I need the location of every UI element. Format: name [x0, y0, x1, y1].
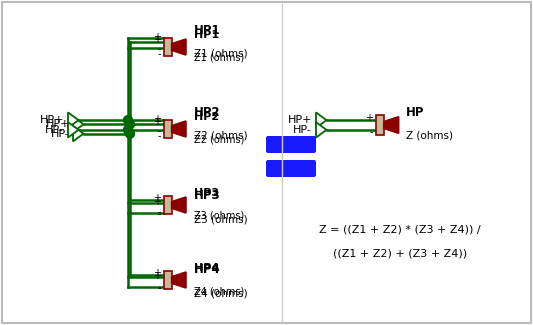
Text: Z3 (ohms): Z3 (ohms): [193, 214, 247, 224]
Text: HP2: HP2: [194, 112, 219, 122]
Bar: [164, 196, 172, 215]
Text: +: +: [153, 32, 161, 42]
Text: Z1 (ohms): Z1 (ohms): [193, 49, 247, 59]
Text: HP: HP: [406, 106, 424, 119]
Polygon shape: [172, 39, 186, 55]
Polygon shape: [73, 126, 84, 141]
Circle shape: [125, 120, 134, 129]
Text: Z = ((Z1 + Z2) * (Z3 + Z4)) /: Z = ((Z1 + Z2) * (Z3 + Z4)) /: [319, 225, 481, 235]
Text: HP-: HP-: [45, 125, 64, 135]
Text: HP3: HP3: [194, 188, 219, 198]
Text: HP3: HP3: [193, 189, 220, 202]
Polygon shape: [172, 197, 186, 213]
Text: HP+: HP+: [45, 119, 70, 129]
Text: HP+: HP+: [39, 115, 64, 125]
Text: +: +: [154, 193, 161, 203]
Bar: [376, 115, 384, 135]
Text: Z2 (ohms): Z2 (ohms): [193, 131, 247, 141]
Polygon shape: [68, 122, 78, 137]
Polygon shape: [384, 117, 399, 133]
Text: +: +: [154, 117, 161, 127]
Text: Z3 (ohms): Z3 (ohms): [194, 211, 244, 221]
Text: Z (ohms): Z (ohms): [406, 131, 453, 141]
Text: HP4: HP4: [194, 263, 219, 273]
Polygon shape: [68, 112, 78, 128]
Text: +: +: [365, 113, 373, 123]
Text: Z1 (ohms): Z1 (ohms): [194, 53, 244, 63]
Text: -: -: [158, 49, 161, 59]
FancyBboxPatch shape: [266, 160, 316, 177]
Text: HP1: HP1: [194, 30, 219, 40]
Text: +: +: [153, 271, 161, 281]
Polygon shape: [316, 112, 327, 128]
Text: HP4: HP4: [193, 263, 220, 276]
Text: HP-: HP-: [51, 129, 70, 139]
FancyBboxPatch shape: [266, 136, 316, 153]
Text: -: -: [158, 131, 161, 141]
Text: -: -: [158, 207, 161, 217]
Text: +: +: [153, 197, 161, 207]
Text: -: -: [158, 126, 161, 136]
Polygon shape: [172, 272, 186, 288]
Circle shape: [124, 125, 133, 134]
Text: -: -: [158, 44, 161, 54]
Text: ((Z1 + Z2) + (Z3 + Z4)): ((Z1 + Z2) + (Z3 + Z4)): [333, 248, 467, 258]
Text: -: -: [158, 209, 161, 219]
Circle shape: [125, 129, 134, 138]
Text: +: +: [154, 268, 161, 278]
Text: -: -: [158, 283, 161, 293]
Polygon shape: [73, 117, 84, 132]
Polygon shape: [172, 121, 186, 137]
Text: HP-: HP-: [293, 125, 312, 135]
Text: HP+: HP+: [287, 115, 312, 125]
Polygon shape: [316, 122, 327, 137]
Text: -: -: [370, 127, 373, 137]
Text: Z2 (ohms): Z2 (ohms): [194, 135, 244, 145]
Text: -: -: [158, 282, 161, 292]
Text: +: +: [154, 35, 161, 45]
Text: +: +: [153, 114, 161, 124]
Circle shape: [124, 116, 133, 125]
Bar: [164, 38, 172, 56]
Text: HP2: HP2: [193, 106, 220, 119]
Text: HP1: HP1: [193, 24, 220, 37]
Bar: [164, 120, 172, 138]
Text: Z4 (ohms): Z4 (ohms): [194, 286, 244, 296]
Text: Z4 (ohms): Z4 (ohms): [193, 288, 247, 298]
Bar: [164, 271, 172, 289]
